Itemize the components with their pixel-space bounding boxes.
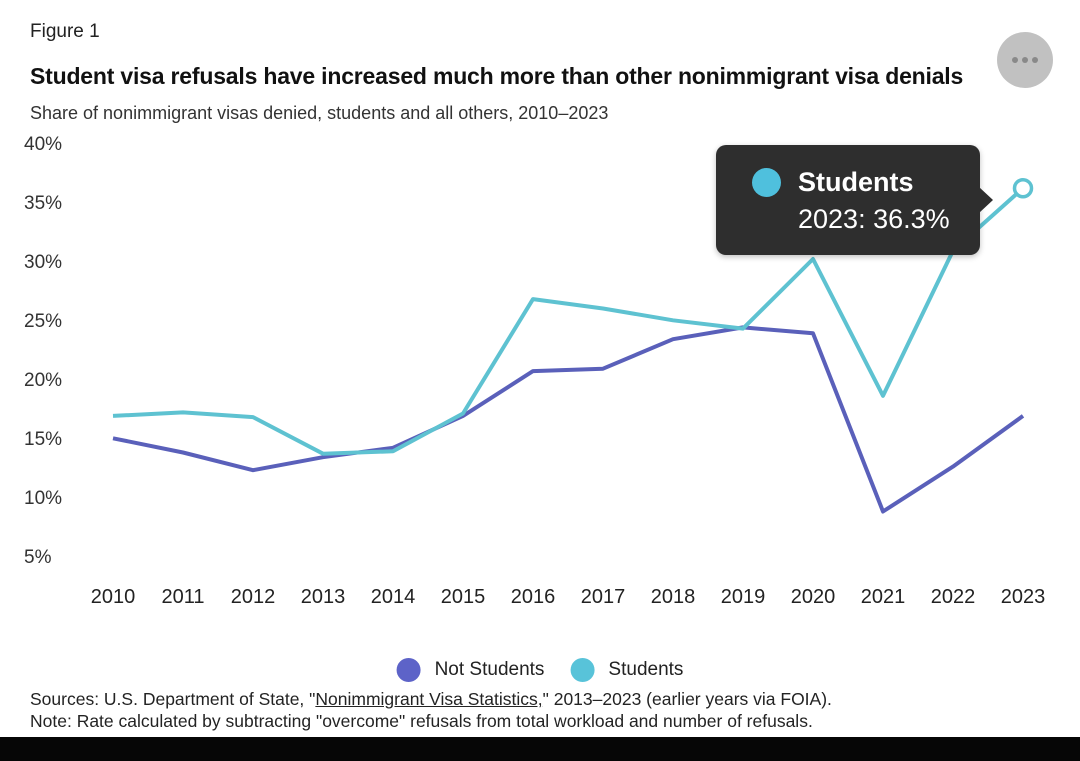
x-axis-tick-label: 2021 [860, 586, 906, 608]
y-axis-tick-label: 20% [24, 370, 63, 391]
legend-label: Students [608, 659, 684, 680]
figure-label: Figure 1 [30, 21, 100, 42]
series-line-not-students[interactable] [112, 325, 1025, 514]
chart-legend: Not Students Students [396, 658, 683, 682]
tooltip-value: 2023: 36.3% [798, 204, 950, 234]
y-axis-tick-label: 40% [24, 134, 63, 155]
x-axis-tick-label: 2019 [720, 586, 766, 608]
more-options-button[interactable] [997, 32, 1053, 88]
y-axis-tick-label: 30% [24, 252, 63, 273]
x-axis-tick-label: 2017 [580, 586, 626, 608]
not-students-dot-icon [396, 658, 421, 682]
x-axis-tick-label: 2022 [930, 586, 976, 608]
y-axis-tick-label: 10% [24, 488, 63, 509]
tooltip-series-name: Students [798, 167, 914, 197]
series-line-students[interactable] [112, 186, 1025, 456]
x-axis-tick-label: 2018 [650, 586, 696, 608]
students-dot-icon [570, 658, 595, 682]
chart-title: Student visa refusals have increased muc… [30, 63, 964, 89]
x-axis-tick-label: 2011 [161, 586, 205, 608]
x-axis-tick-label: 2013 [300, 586, 346, 608]
tooltip-series-dot [752, 168, 781, 197]
ellipsis-icon [1022, 57, 1028, 63]
tooltip-pointer-arrow [979, 187, 993, 213]
ellipsis-icon [1012, 57, 1018, 63]
x-axis-tick-label: 2015 [440, 586, 486, 608]
ellipsis-icon [1032, 57, 1038, 63]
x-axis-tick-label: 2014 [370, 586, 416, 608]
x-axis-tick-label: 2012 [230, 586, 276, 608]
bottom-bar [0, 737, 1080, 761]
note-text: Note: Rate calculated by subtracting "ov… [30, 711, 813, 731]
x-axis-tick-label: 2010 [90, 586, 136, 608]
legend-label: Not Students [434, 659, 545, 680]
x-axis-tick-label: 2020 [790, 586, 836, 608]
legend-item-students: Students [570, 658, 683, 682]
legend-item-not-students: Not Students [396, 658, 545, 682]
x-axis-tick-label: 2016 [510, 586, 556, 608]
sources-link[interactable]: Nonimmigrant Visa Statistics, [315, 689, 543, 709]
highlighted-point-marker[interactable] [1012, 177, 1034, 199]
y-axis-tick-label: 35% [24, 193, 63, 214]
x-axis-tick-label: 2023 [1000, 586, 1046, 608]
sources-suffix: " 2013–2023 (earlier years via FOIA). [542, 689, 832, 709]
y-axis-tick-label: 25% [24, 311, 63, 332]
chart-subtitle: Share of nonimmigrant visas denied, stud… [30, 103, 609, 123]
y-axis-tick-label: 5% [24, 547, 52, 568]
chart-tooltip: Students 2023: 36.3% [716, 145, 993, 255]
sources-prefix: Sources: U.S. Department of State, " [30, 689, 316, 709]
y-axis-tick-label: 15% [24, 429, 63, 450]
sources-text: Sources: U.S. Department of State, "Noni… [30, 688, 832, 710]
